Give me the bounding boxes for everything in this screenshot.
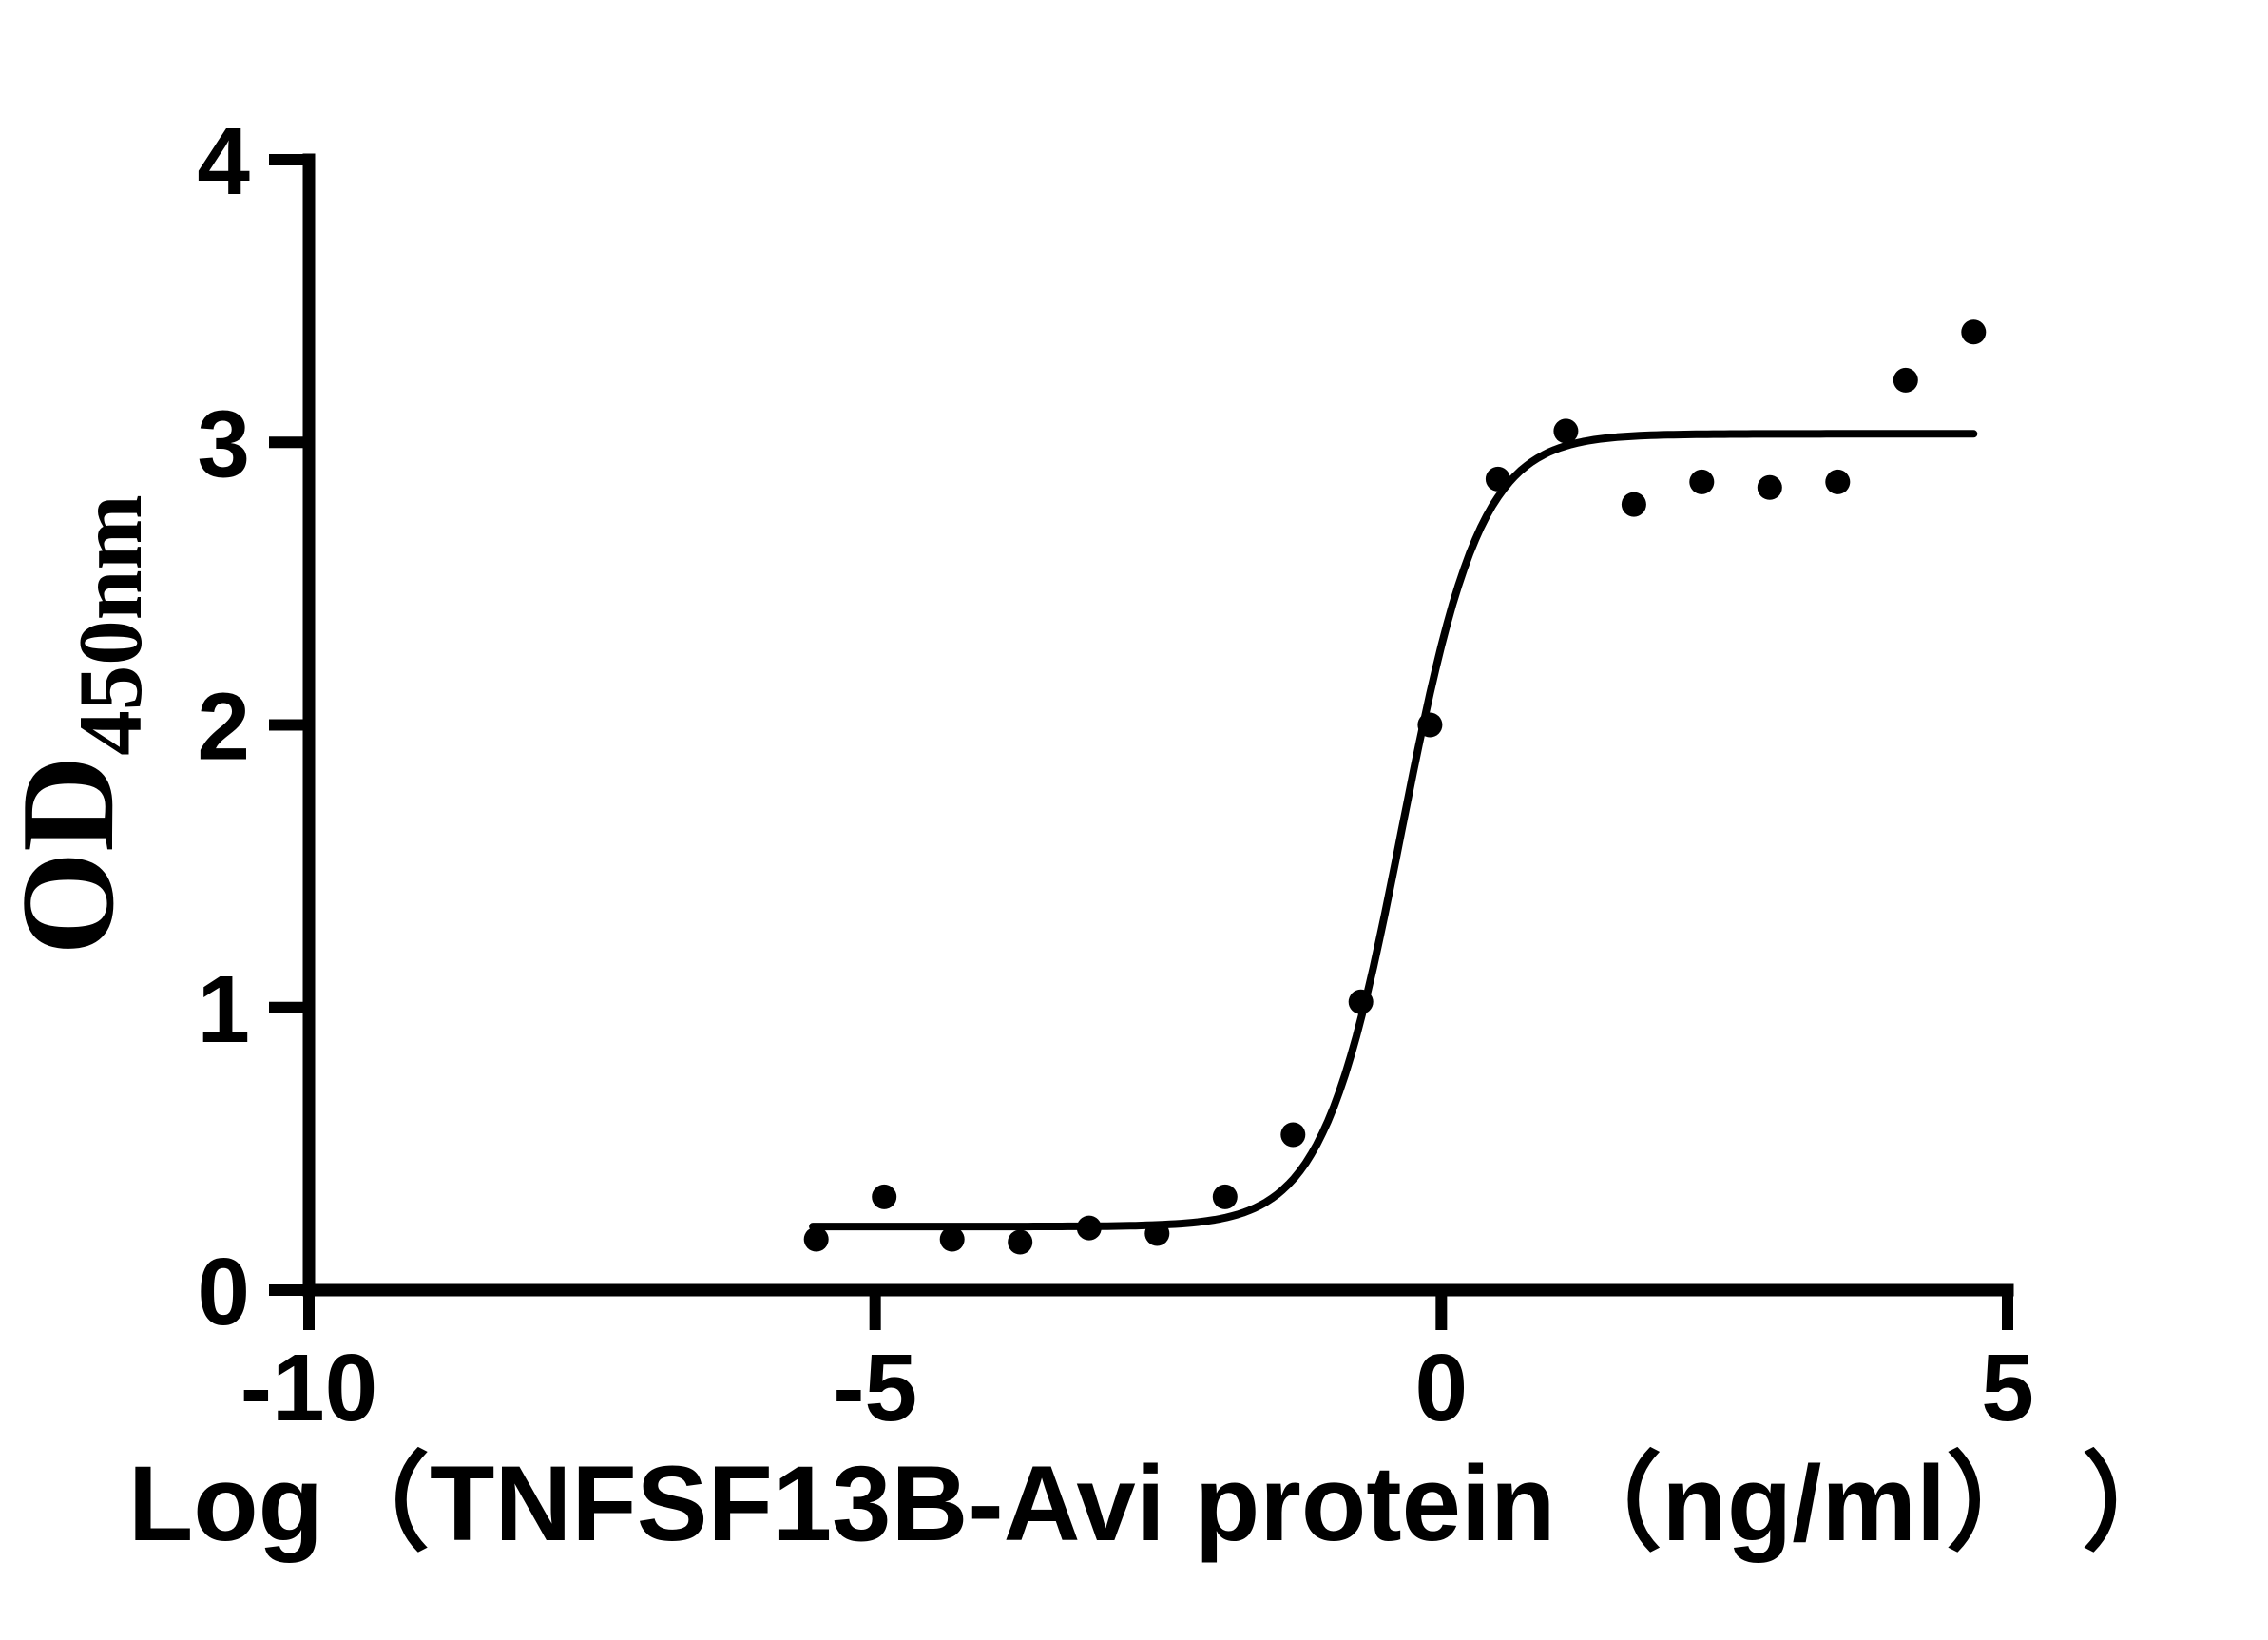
data-point-2	[939, 1226, 965, 1252]
data-point-4	[1076, 1215, 1102, 1241]
data-point-0	[803, 1226, 829, 1252]
y-tick-label-0: 0	[197, 1239, 250, 1345]
x-tick-label-0: 0	[1415, 1335, 1469, 1441]
fit-curve	[809, 430, 1978, 1231]
data-point-5	[1144, 1221, 1170, 1246]
x-tick-label--5: -5	[833, 1335, 917, 1441]
y-tick-label-3: 3	[197, 391, 250, 497]
data-point-10	[1485, 466, 1510, 492]
data-point-9	[1417, 712, 1443, 738]
y-tick-label-1: 1	[197, 956, 250, 1063]
y-axis-title: OD450nm	[0, 494, 161, 955]
data-point-1	[872, 1184, 897, 1209]
data-point-7	[1280, 1122, 1306, 1148]
data-point-17	[1961, 319, 1987, 345]
y-tick-label-4: 4	[197, 108, 250, 215]
data-point-16	[1893, 367, 1918, 393]
data-point-8	[1348, 989, 1374, 1014]
data-point-13	[1689, 469, 1715, 494]
data-point-14	[1757, 474, 1782, 500]
x-tick-label-5: 5	[1981, 1335, 2034, 1441]
x-tick-label--10: -10	[240, 1335, 378, 1441]
x-axis-title: Log（TNFSF13B-Avi protein（ng/ml） ）	[128, 1444, 2188, 1563]
data-point-15	[1825, 469, 1851, 494]
data-point-12	[1621, 492, 1646, 517]
data-point-3	[1008, 1229, 1033, 1255]
data-point-11	[1553, 418, 1579, 444]
y-tick-label-2: 2	[197, 674, 250, 781]
data-point-6	[1212, 1184, 1238, 1209]
